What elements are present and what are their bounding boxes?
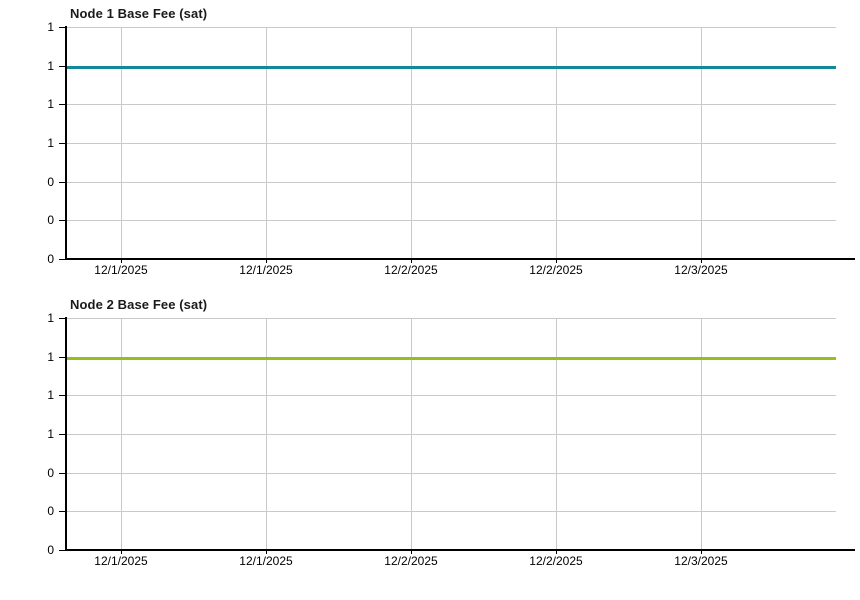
x-axis-tick (121, 258, 122, 263)
horizontal-gridline (66, 511, 836, 512)
x-axis-tick-label: 12/1/2025 (239, 263, 293, 277)
y-axis-tick (59, 511, 66, 512)
x-axis-tick-label: 12/3/2025 (674, 263, 728, 277)
y-axis-tick-label: 0 (47, 175, 54, 189)
y-axis-tick (59, 395, 66, 396)
vertical-gridline (556, 27, 557, 259)
x-axis-tick-label: 12/1/2025 (239, 554, 293, 568)
y-axis-tick-label: 0 (47, 213, 54, 227)
horizontal-gridline (66, 220, 836, 221)
y-axis-tick (59, 143, 66, 144)
y-axis-tick-label: 0 (47, 543, 54, 557)
vertical-gridline (121, 318, 122, 550)
y-axis-tick (59, 182, 66, 183)
chart-title: Node 1 Base Fee (sat) (70, 6, 208, 21)
y-axis-tick (59, 27, 66, 28)
x-axis-tick-label: 12/2/2025 (529, 554, 583, 568)
y-axis-tick-label: 1 (47, 350, 54, 364)
x-axis-tick-label: 12/2/2025 (529, 263, 583, 277)
y-axis-tick-label: 1 (47, 427, 54, 441)
data-series-line (66, 66, 836, 69)
y-axis-tick-label: 1 (47, 136, 54, 150)
vertical-gridline (121, 27, 122, 259)
x-axis-tick (411, 258, 412, 263)
y-axis-tick (59, 104, 66, 105)
y-axis-tick-label: 1 (47, 311, 54, 325)
vertical-gridline (266, 27, 267, 259)
x-axis-tick (701, 549, 702, 554)
chart-panel-node-2: Node 2 Base Fee (sat) 1 1 1 1 0 (0, 291, 860, 591)
y-axis-tick-label: 1 (47, 20, 54, 34)
y-axis-tick-label: 1 (47, 388, 54, 402)
horizontal-gridline (66, 182, 836, 183)
y-axis-tick-label: 0 (47, 466, 54, 480)
horizontal-gridline (66, 434, 836, 435)
y-axis-line (65, 26, 67, 260)
y-axis-tick (59, 318, 66, 319)
x-axis-tick-label: 12/2/2025 (384, 554, 438, 568)
y-axis-tick-label: 0 (47, 504, 54, 518)
horizontal-gridline (66, 104, 836, 105)
x-axis-tick (556, 549, 557, 554)
vertical-gridline (701, 318, 702, 550)
x-axis-tick (121, 549, 122, 554)
y-axis-tick (59, 550, 66, 551)
chart-title: Node 2 Base Fee (sat) (70, 297, 208, 312)
y-axis-tick (59, 434, 66, 435)
x-axis-tick-label: 12/1/2025 (94, 263, 148, 277)
x-axis-tick (701, 258, 702, 263)
x-axis-tick (266, 549, 267, 554)
vertical-gridline (411, 318, 412, 550)
y-axis-tick (59, 220, 66, 221)
data-series-line (66, 357, 836, 360)
chart-panel-node-1: Node 1 Base Fee (sat) 1 1 1 1 0 (0, 0, 860, 295)
y-axis-tick (59, 357, 66, 358)
y-axis-tick-label: 1 (47, 59, 54, 73)
horizontal-gridline (66, 27, 836, 28)
x-axis-tick (556, 258, 557, 263)
vertical-gridline (556, 318, 557, 550)
horizontal-gridline (66, 473, 836, 474)
y-axis-tick (59, 66, 66, 67)
y-axis-tick (59, 473, 66, 474)
x-axis-line (65, 549, 855, 551)
plot-area (66, 27, 836, 259)
plot-area (66, 318, 836, 550)
y-axis-tick-label: 0 (47, 252, 54, 266)
y-axis-line (65, 317, 67, 551)
y-axis-tick-label: 1 (47, 97, 54, 111)
horizontal-gridline (66, 143, 836, 144)
vertical-gridline (701, 27, 702, 259)
x-axis-line (65, 258, 855, 260)
vertical-gridline (266, 318, 267, 550)
x-axis-tick-label: 12/2/2025 (384, 263, 438, 277)
x-axis-tick (411, 549, 412, 554)
x-axis-tick-label: 12/1/2025 (94, 554, 148, 568)
vertical-gridline (411, 27, 412, 259)
y-axis-tick (59, 259, 66, 260)
x-axis-tick (266, 258, 267, 263)
x-axis-tick-label: 12/3/2025 (674, 554, 728, 568)
horizontal-gridline (66, 318, 836, 319)
horizontal-gridline (66, 395, 836, 396)
